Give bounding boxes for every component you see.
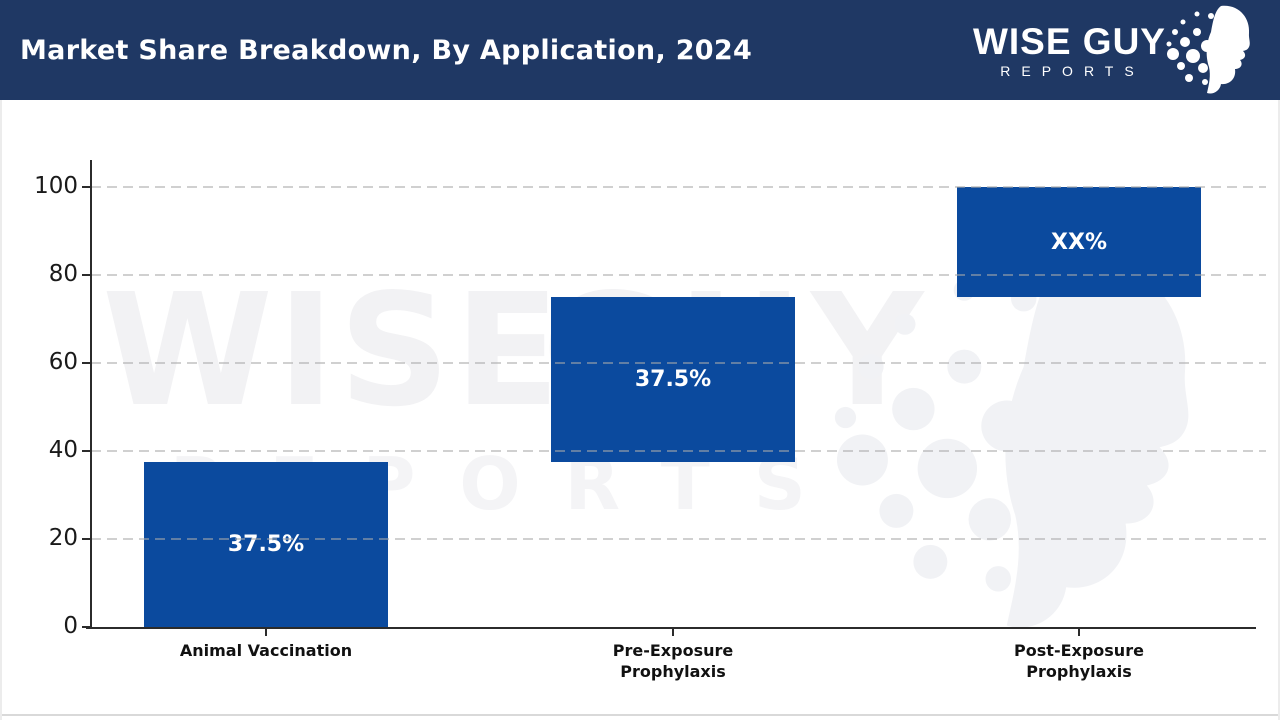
- y-tick-label-0: 0: [63, 613, 78, 639]
- y-tick-label-80: 80: [48, 261, 78, 287]
- bar-animal-vaccination: 37.5%: [144, 462, 388, 627]
- x-category-label-post-exposure-prophylaxis: Post-Exposure Prophylaxis: [1014, 641, 1144, 681]
- x-tick-mark-pre-exposure-prophylaxis: [672, 629, 674, 636]
- y-tick-mark-60: [82, 362, 90, 364]
- gridline-40: [91, 450, 1266, 452]
- watermark-text-wise: WISE: [102, 260, 565, 441]
- y-tick-label-60: 60: [48, 349, 78, 375]
- logo-subtitle: REPORTS: [1000, 62, 1145, 79]
- page-title: Market Share Breakdown, By Application, …: [20, 34, 753, 66]
- x-tick-mark-animal-vaccination: [265, 629, 267, 636]
- bar-value-label: XX%: [1051, 229, 1107, 255]
- y-tick-mark-80: [82, 274, 90, 276]
- gridline-100: [91, 186, 1266, 188]
- y-tick-mark-20: [82, 538, 90, 540]
- y-tick-label-40: 40: [48, 437, 78, 463]
- y-tick-label-20: 20: [48, 525, 78, 551]
- wise-guy-logo: WISE GUY REPORTS: [973, 0, 1254, 100]
- dotted-head-icon: [1166, 5, 1250, 94]
- x-axis-line: [86, 627, 1256, 629]
- x-category-label-animal-vaccination: Animal Vaccination: [179, 641, 353, 660]
- logo-text: WISE GUY REPORTS: [973, 23, 1166, 78]
- gridline-60: [91, 362, 1266, 364]
- bar-post-exposure-prophylaxis: XX%: [957, 187, 1201, 297]
- logo-wordmark: WISE GUY: [972, 20, 1166, 62]
- y-tick-label-100: 100: [34, 173, 78, 199]
- y-tick-mark-0: [82, 626, 90, 628]
- watermark-dotted-head-icon: [834, 255, 1189, 628]
- header: Market Share Breakdown, By Application, …: [0, 0, 1280, 100]
- y-tick-mark-100: [82, 186, 90, 188]
- x-tick-mark-post-exposure-prophylaxis: [1078, 629, 1080, 636]
- bar-pre-exposure-prophylaxis: 37.5%: [551, 297, 795, 462]
- footer-divider: [2, 714, 1278, 716]
- y-axis-line: [90, 160, 92, 629]
- x-category-label-pre-exposure-prophylaxis: Pre-Exposure Prophylaxis: [612, 641, 734, 681]
- bar-value-label: 37.5%: [227, 532, 305, 557]
- bar-value-label: 37.5%: [634, 367, 712, 392]
- gridline-20: [91, 538, 1266, 540]
- gridline-80: [91, 274, 1266, 276]
- y-tick-mark-40: [82, 450, 90, 452]
